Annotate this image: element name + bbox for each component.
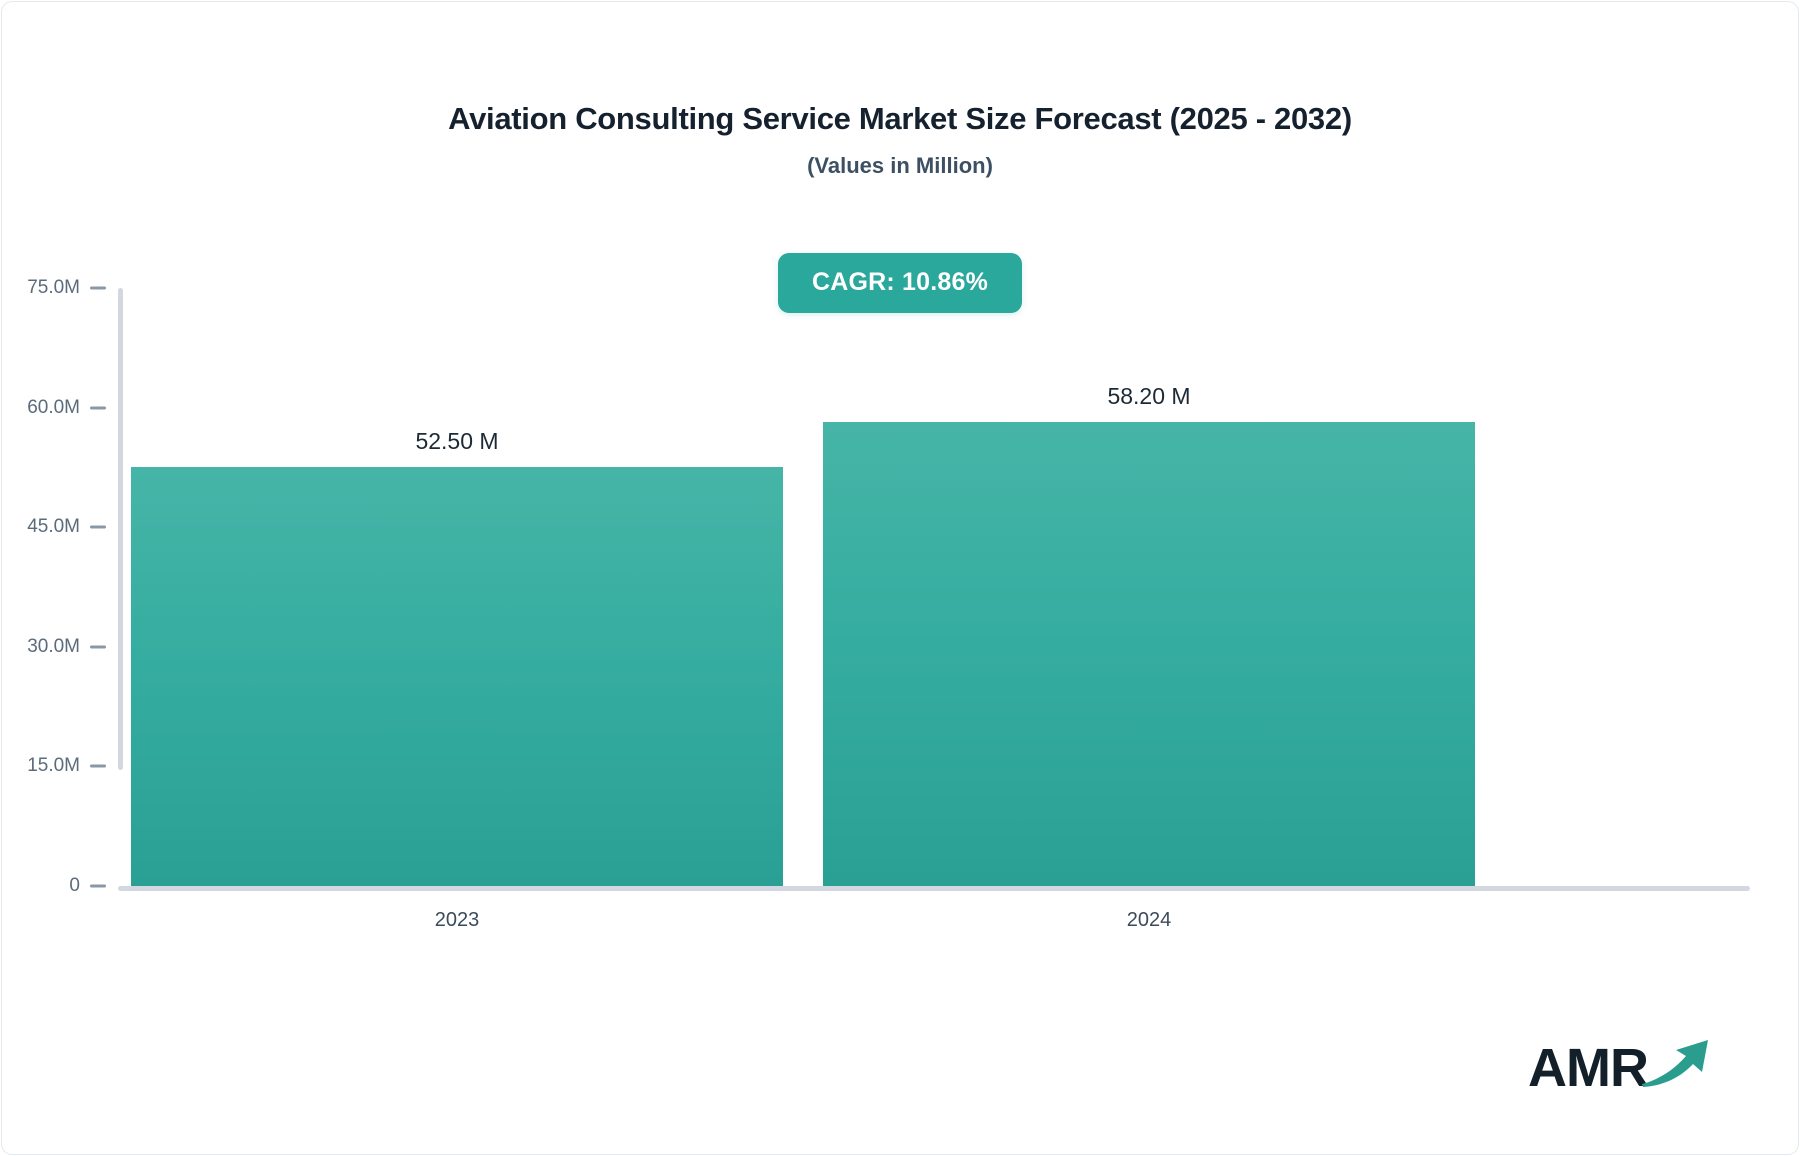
y-axis-tick-label: 15.0M xyxy=(27,755,80,777)
bar-2023[interactable] xyxy=(131,467,783,886)
y-axis-tick-mark xyxy=(90,406,106,410)
y-axis-tick-mark xyxy=(90,645,106,649)
chart-header: Aviation Consulting Service Market Size … xyxy=(0,0,1800,180)
bar-value-label: 52.50 M xyxy=(415,428,499,455)
bar-2024[interactable] xyxy=(823,421,1475,886)
chart-title: Aviation Consulting Service Market Size … xyxy=(448,101,1352,136)
amr-logo: AMR xyxy=(1528,1036,1712,1095)
growth-arrow-icon xyxy=(1640,1036,1712,1093)
bar-value-label: 58.20 M xyxy=(1107,382,1191,409)
cagr-badge-container: CAGR: 10.86% xyxy=(0,253,1800,313)
chart-subtitle: (Values in Million) xyxy=(807,153,993,179)
x-axis-label-2024: 2024 xyxy=(1126,909,1172,931)
y-axis-tick-mark xyxy=(90,884,106,888)
y-axis-tick-label: 45.0M xyxy=(27,516,80,538)
y-axis-tick-label: 0 xyxy=(69,875,80,896)
y-axis-tick-mark xyxy=(90,525,106,529)
y-axis-tick-mark xyxy=(90,286,106,290)
y-axis-tick-mark xyxy=(90,764,106,768)
cagr-badge: CAGR: 10.86% xyxy=(777,253,1023,313)
y-axis-line xyxy=(118,288,123,770)
logo-wordmark: AMR xyxy=(1528,1038,1649,1098)
y-axis-tick-label: 30.0M xyxy=(27,635,80,657)
y-axis-tick-label: 60.0M xyxy=(27,396,80,418)
y-axis-tick-label: 75.0M xyxy=(27,277,80,298)
x-axis-label-2023: 2023 xyxy=(434,909,480,931)
x-axis-line xyxy=(118,886,1750,891)
